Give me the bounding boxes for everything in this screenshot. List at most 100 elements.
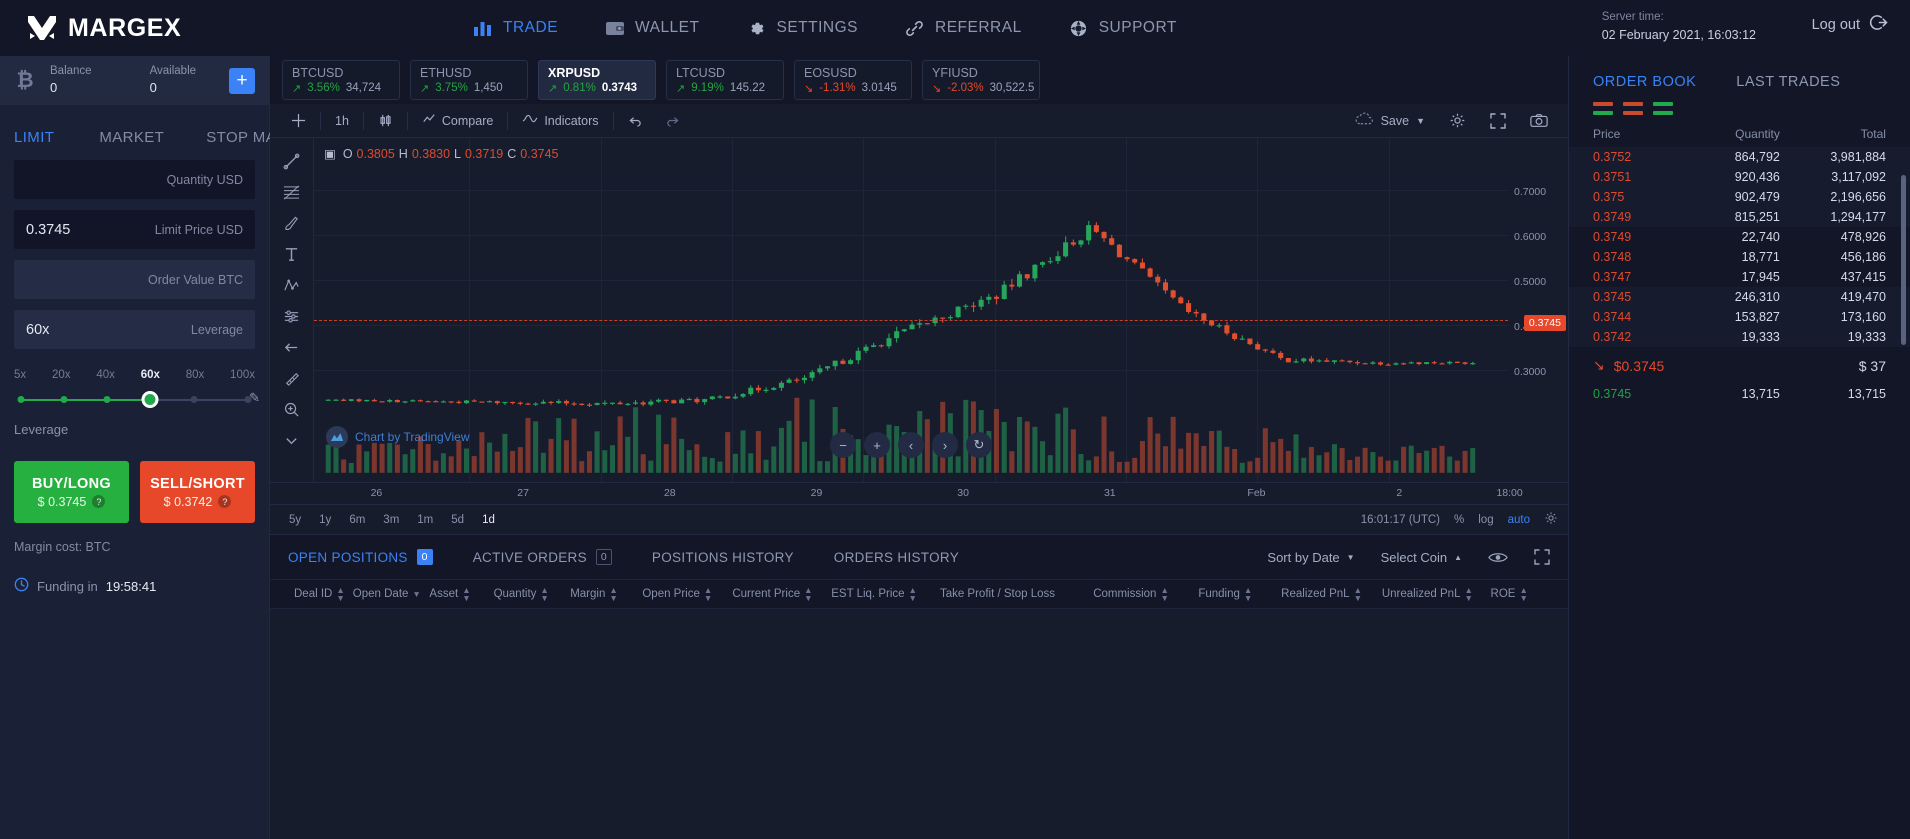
tab-orders-history[interactable]: ORDERS HISTORY [834, 550, 959, 565]
price-chart[interactable]: ▣ O 0.3805 H 0.3830 L 0.3719 C 0.3745 [314, 138, 1508, 482]
nav-item-wallet[interactable]: WALLET [604, 18, 699, 39]
order-book-row[interactable]: 0.3747 17,945 437,415 [1569, 267, 1910, 287]
slider-stop[interactable] [103, 396, 111, 403]
nav-item-referral[interactable]: REFERRAL [904, 18, 1022, 39]
col-funding[interactable]: Funding ▲ ▼ [1198, 584, 1253, 603]
scale-log[interactable]: log [1478, 513, 1494, 526]
col-deal-id[interactable]: Deal ID ▲ ▼ [294, 584, 345, 603]
col-realized-pnl[interactable]: Realized PnL ▲ ▼ [1281, 584, 1362, 603]
logout-button[interactable]: Log out [1812, 14, 1888, 35]
select-coin-dropdown[interactable]: Select Coin ▲ [1381, 550, 1462, 565]
col-margin[interactable]: Margin ▲ ▼ [570, 584, 618, 603]
col-roe[interactable]: ROE ▲ ▼ [1490, 584, 1528, 603]
redo-icon[interactable] [654, 109, 691, 133]
slider-stop[interactable] [244, 396, 252, 403]
save-button[interactable]: Save ▼ [1345, 109, 1435, 133]
chart-properties-icon[interactable] [1544, 511, 1558, 528]
instrument-xrpusd[interactable]: XRPUSD ↗ 0.81% 0.3743 [538, 60, 656, 100]
slider-stop[interactable] [17, 396, 25, 403]
undo-icon[interactable] [617, 109, 654, 133]
interval-selector[interactable]: 1h [335, 113, 349, 128]
leverage-tick[interactable]: 100x [230, 369, 255, 381]
brush-icon[interactable] [277, 208, 307, 238]
tab-positions-history[interactable]: POSITIONS HISTORY [652, 550, 794, 565]
edit-leverage-icon[interactable]: ✎ [249, 390, 260, 405]
measure-icon[interactable] [277, 363, 307, 393]
mode-bids-icon[interactable] [1653, 102, 1673, 115]
nav-item-support[interactable]: SUPPORT [1068, 18, 1177, 39]
order-book-scrollbar[interactable] [1901, 175, 1906, 345]
compare-button[interactable]: Compare [411, 109, 504, 133]
pattern-icon[interactable] [277, 270, 307, 300]
scale-percent[interactable]: % [1454, 513, 1465, 526]
slider-thumb[interactable] [141, 391, 159, 408]
candlestick-icon[interactable] [367, 109, 404, 133]
scroll-right-button[interactable]: › [932, 432, 958, 458]
nav-item-trade[interactable]: TRADE [472, 18, 558, 39]
order-book-row[interactable]: 0.3745 246,310 419,470 [1569, 287, 1910, 307]
timeframe-6m[interactable]: 6m [349, 513, 366, 526]
order-book-row[interactable]: 0.3744 153,827 173,160 [1569, 307, 1910, 327]
text-tool-icon[interactable] [277, 239, 307, 269]
mode-both-icon[interactable] [1593, 102, 1613, 115]
order-book-row[interactable]: 0.3742 19,333 19,333 [1569, 327, 1910, 347]
tab-open-positions[interactable]: OPEN POSITIONS 0 [288, 549, 433, 565]
forecast-icon[interactable] [277, 301, 307, 331]
indicators-button[interactable]: Indicators [511, 109, 609, 133]
eye-icon[interactable] [1488, 551, 1508, 564]
col-open-date[interactable]: Open Date ▼ [352, 588, 421, 600]
help-icon[interactable]: ? [92, 495, 106, 508]
leverage-field[interactable]: 60x Leverage [14, 310, 255, 349]
col-current-price[interactable]: Current Price ▲ ▼ [732, 584, 813, 603]
scroll-left-button[interactable]: ‹ [898, 432, 924, 458]
mode-asks-icon[interactable] [1623, 102, 1643, 115]
sell-short-button[interactable]: SELL/SHORT $ 0.3742 ? [140, 461, 255, 523]
limit-price-field[interactable]: 0.3745 Limit Price USD [14, 210, 255, 249]
order-book-row[interactable]: 0.375 902,479 2,196,656 [1569, 187, 1910, 207]
zoom-in-icon[interactable] [277, 394, 307, 424]
timeframe-1y[interactable]: 1y [319, 513, 332, 526]
tab-limit[interactable]: LIMIT [14, 129, 55, 146]
col-open-price[interactable]: Open Price ▲ ▼ [642, 584, 713, 603]
leverage-tick[interactable]: 80x [185, 369, 205, 381]
instrument-ethusd[interactable]: ETHUSD ↗ 3.75% 1,450 [410, 60, 528, 100]
slider-stop[interactable] [190, 396, 198, 403]
leverage-slider[interactable]: ✎ [17, 390, 260, 408]
expand-panel-icon[interactable] [1534, 549, 1550, 565]
tradingview-attribution[interactable]: Chart by TradingView [326, 426, 470, 448]
timeframe-1d[interactable]: 1d [482, 513, 495, 526]
timeframe-5d[interactable]: 5d [451, 513, 465, 526]
order-book-row[interactable]: 0.3752 864,792 3,981,884 [1569, 147, 1910, 167]
fullscreen-button[interactable] [1480, 109, 1516, 133]
order-book-row[interactable]: 0.3749 815,251 1,294,177 [1569, 207, 1910, 227]
order-book-row[interactable]: 0.3751 920,436 3,117,092 [1569, 167, 1910, 187]
leverage-tick[interactable]: 5x [14, 369, 27, 381]
chart-settings-button[interactable] [1439, 109, 1476, 133]
zoom-in-button[interactable]: + [864, 432, 890, 458]
instrument-btcusd[interactable]: BTCUSD ↗ 3.56% 34,724 [282, 60, 400, 100]
tab-market[interactable]: MARKET [99, 129, 165, 146]
col-commission[interactable]: Commission ▲ ▼ [1093, 584, 1169, 603]
trend-line-icon[interactable] [277, 146, 307, 176]
reset-chart-button[interactable]: ↻ [966, 432, 992, 458]
timeframe-3m[interactable]: 3m [383, 513, 400, 526]
col-est-liq-price[interactable]: EST Liq. Price ▲ ▼ [831, 584, 917, 603]
leverage-tick[interactable]: 20x [51, 369, 71, 381]
crosshair-icon[interactable] [280, 109, 317, 133]
tab-active-orders[interactable]: ACTIVE ORDERS 0 [473, 549, 612, 565]
help-icon[interactable]: ? [218, 495, 232, 508]
order-book-row[interactable]: 0.3749 22,740 478,926 [1569, 227, 1910, 247]
price-axis[interactable]: 0.7000 0.6000 0.5000 0.4000 0.3000 0.374… [1508, 138, 1568, 482]
instrument-eosusd[interactable]: EOSUSD ↘ -1.31% 3.0145 [794, 60, 912, 100]
order-book-row[interactable]: 0.3745 13,715 13,715 [1569, 384, 1910, 404]
deposit-button[interactable]: + [229, 67, 255, 94]
col-quantity[interactable]: Quantity ▲ ▼ [493, 584, 549, 603]
timeframe-1m[interactable]: 1m [417, 513, 434, 526]
instrument-yfiusd[interactable]: YFIUSD ↘ -2.03% 30,522.5 [922, 60, 1040, 100]
nav-item-settings[interactable]: SETTINGS [746, 18, 859, 39]
camera-button[interactable] [1520, 109, 1558, 133]
tab-order-book[interactable]: ORDER BOOK [1593, 74, 1697, 90]
timeframe-5y[interactable]: 5y [289, 513, 302, 526]
col-unrealized-pnl[interactable]: Unrealized PnL ▲ ▼ [1381, 584, 1473, 603]
arrow-left-icon[interactable] [277, 332, 307, 362]
